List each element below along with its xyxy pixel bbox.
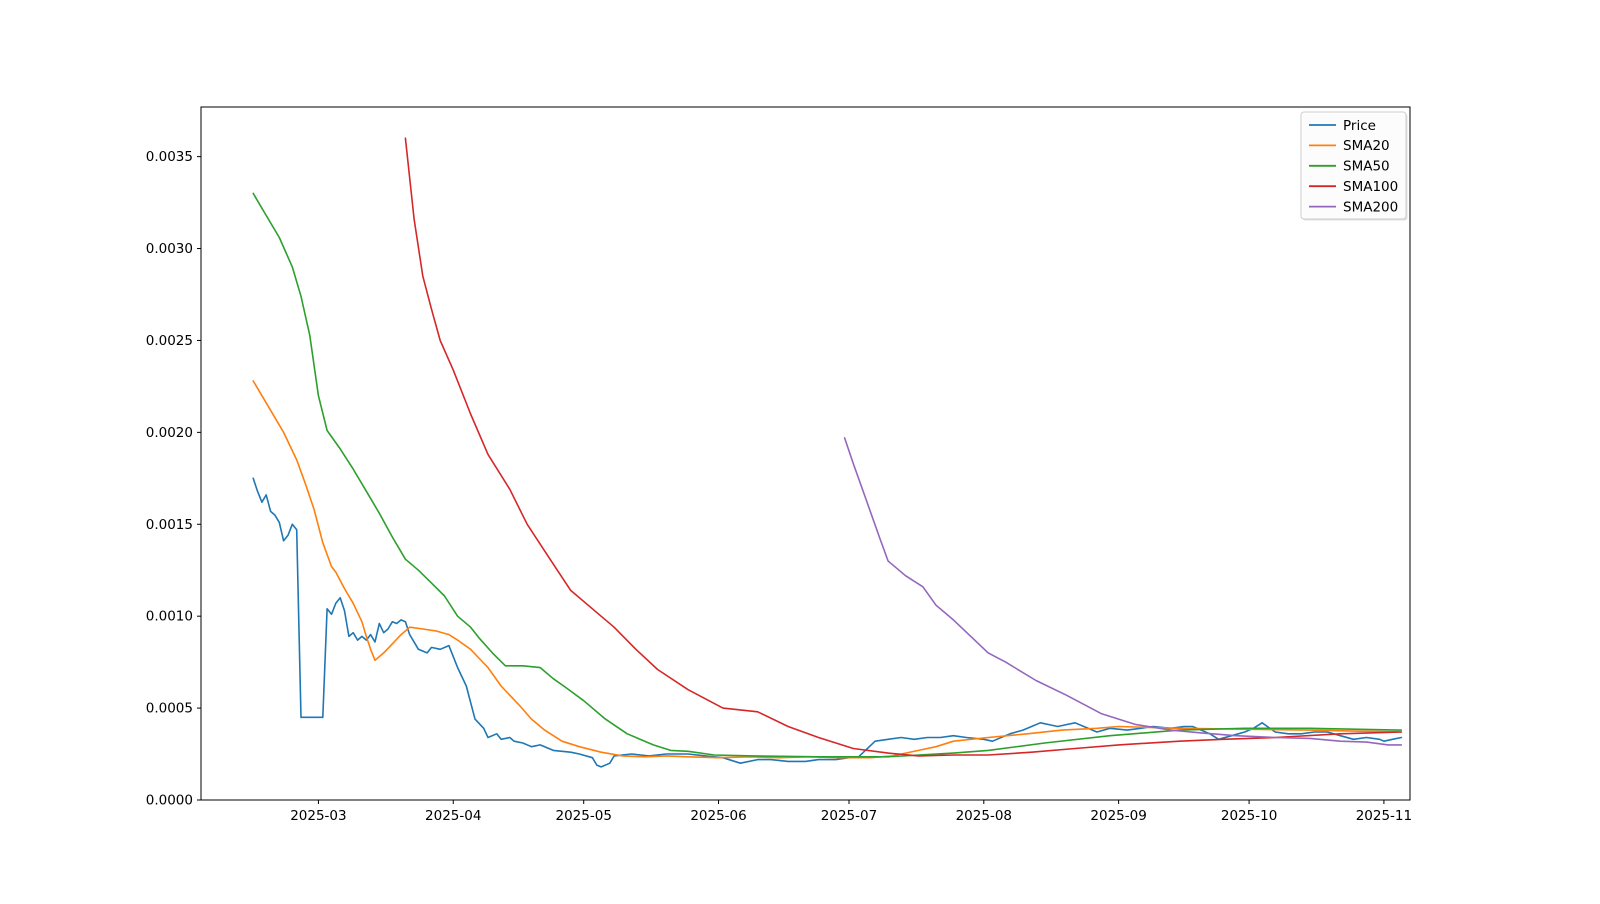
series-line-sma50 — [252, 192, 1403, 758]
series-line-price — [252, 477, 1403, 768]
x-tick-label: 2025-09 — [1090, 808, 1146, 824]
axes-background — [201, 107, 1410, 800]
legend-label-sma50: SMA50 — [1343, 159, 1390, 175]
y-tick-label: 0.0030 — [146, 241, 193, 257]
y-tick-label: 0.0005 — [146, 701, 193, 717]
series-line-sma20 — [252, 380, 1403, 759]
y-tick-label: 0.0020 — [146, 425, 193, 441]
y-tick-label: 0.0025 — [146, 333, 193, 349]
legend-label-sma100: SMA100 — [1343, 179, 1398, 195]
x-tick-label: 2025-03 — [290, 808, 346, 824]
x-tick-label: 2025-11 — [1356, 808, 1412, 824]
x-tick-label: 2025-10 — [1221, 808, 1277, 824]
x-tick-label: 2025-07 — [821, 808, 877, 824]
legend-label-sma200: SMA200 — [1343, 199, 1398, 215]
series-line-sma100 — [404, 137, 1403, 757]
y-tick-label: 0.0000 — [146, 793, 193, 809]
legend-label-price: Price — [1343, 118, 1376, 134]
legend-box — [1300, 111, 1407, 220]
y-tick-label: 0.0035 — [146, 149, 193, 165]
x-tick-label: 2025-08 — [956, 808, 1012, 824]
x-tick-label: 2025-04 — [425, 808, 481, 824]
series-line-sma200 — [843, 437, 1403, 746]
axes-frame — [200, 106, 1411, 801]
legend-label-sma20: SMA20 — [1343, 138, 1390, 154]
y-tick-label: 0.0010 — [146, 609, 193, 625]
x-tick-label: 2025-05 — [556, 808, 612, 824]
x-tick-label: 2025-06 — [690, 808, 746, 824]
y-tick-label: 0.0015 — [146, 517, 193, 533]
